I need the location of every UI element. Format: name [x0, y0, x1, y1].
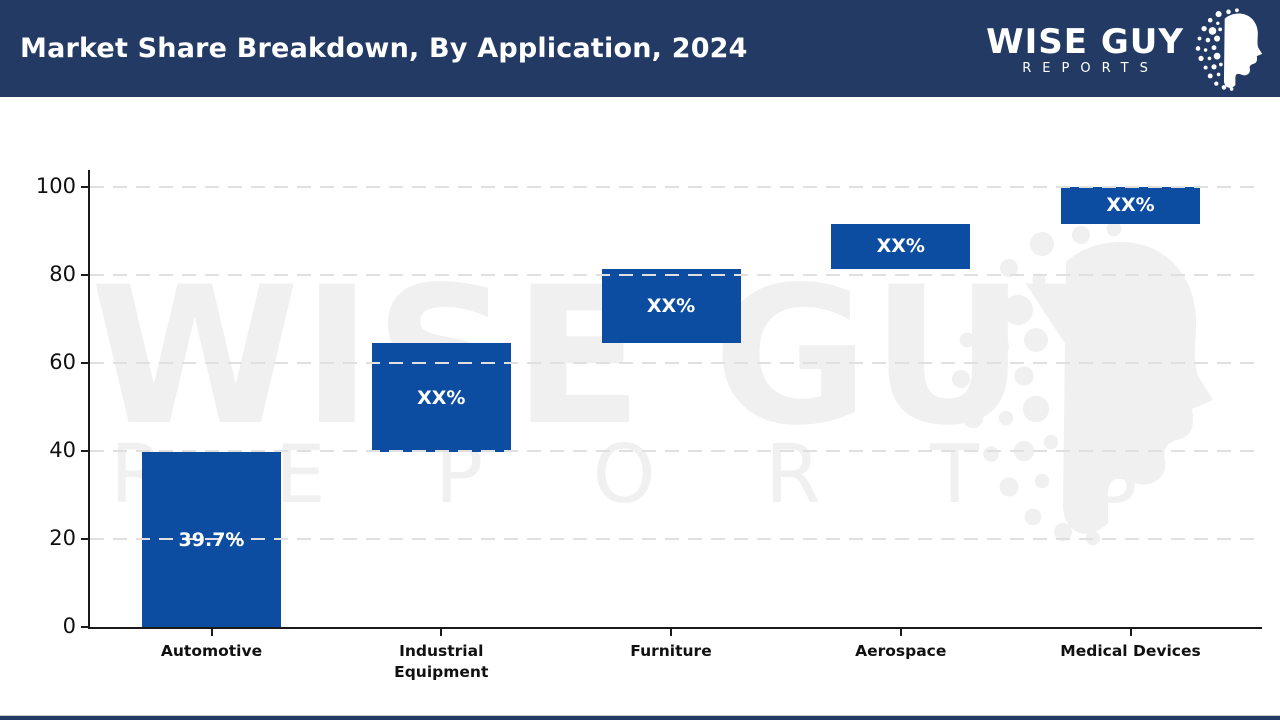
footer-bar [0, 715, 1280, 720]
bar-label-furniture: XX% [646, 295, 696, 318]
gridline-20 [90, 538, 1262, 540]
wiseguy-head-icon [1188, 8, 1266, 92]
bar-medical-devices [1061, 187, 1200, 224]
gridline-60 [90, 362, 1262, 364]
y-tick-mark-0 [81, 626, 88, 628]
x-category-label-industrial-equipment: Industrial Equipment [394, 642, 489, 681]
logo-wordmark: WISE GUY [986, 22, 1184, 62]
x-category-label-medical-devices: Medical Devices [1060, 642, 1201, 660]
y-tick-label-0: 0 [62, 614, 76, 638]
bar-label-automotive: 39.7% [178, 528, 245, 551]
wiseguy-logo-text: WISE GUY REPORTS [986, 23, 1184, 77]
y-tick-label-60: 60 [49, 350, 76, 374]
y-tick-mark-100 [81, 186, 88, 188]
bar-industrial-equipment [371, 343, 511, 453]
page-title: Market Share Breakdown, By Application, … [20, 33, 748, 64]
wiseguy-logo: WISE GUY REPORTS [986, 8, 1266, 92]
y-tick-label-20: 20 [49, 526, 76, 550]
x-category-label-furniture: Furniture [630, 642, 712, 660]
x-tick-mark-industrial-equipment [440, 629, 443, 636]
x-tick-mark-medical-devices [1129, 629, 1132, 636]
gridline-100 [90, 186, 1262, 188]
x-tick-mark-automotive [210, 629, 213, 636]
bar-label-industrial-equipment: XX% [417, 386, 466, 409]
watermark-subtitle: R E P O R T S [110, 428, 1182, 521]
bar-label-aerospace: XX% [876, 235, 925, 258]
gridline-40 [90, 450, 1262, 452]
gridline-80 [90, 274, 1262, 276]
logo-subtitle: REPORTS [1022, 61, 1159, 76]
bar-label-medical-devices: XX% [1106, 194, 1155, 217]
x-tick-mark-furniture [670, 629, 672, 636]
x-category-label-automotive: Automotive [160, 642, 263, 660]
y-tick-mark-20 [81, 538, 88, 540]
bar-aerospace [831, 223, 971, 269]
waterfall-chart: 39.7% XX% XX% XX% XX% 0 20 40 60 80 100 Automotive… [0, 97, 1280, 715]
x-tick-mark-aerospace [899, 629, 902, 636]
y-tick-mark-60 [81, 362, 88, 364]
y-tick-label-100: 100 [35, 174, 76, 198]
y-axis [88, 170, 90, 629]
x-axis [88, 627, 1262, 629]
y-tick-label-40: 40 [49, 438, 76, 462]
bar-furniture [601, 268, 741, 344]
header-bar: Market Share Breakdown, By Application, … [0, 0, 1280, 97]
y-tick-label-80: 80 [49, 262, 76, 286]
y-tick-mark-80 [81, 274, 88, 276]
y-tick-mark-40 [81, 450, 88, 452]
x-category-label-aerospace: Aerospace [855, 642, 947, 660]
